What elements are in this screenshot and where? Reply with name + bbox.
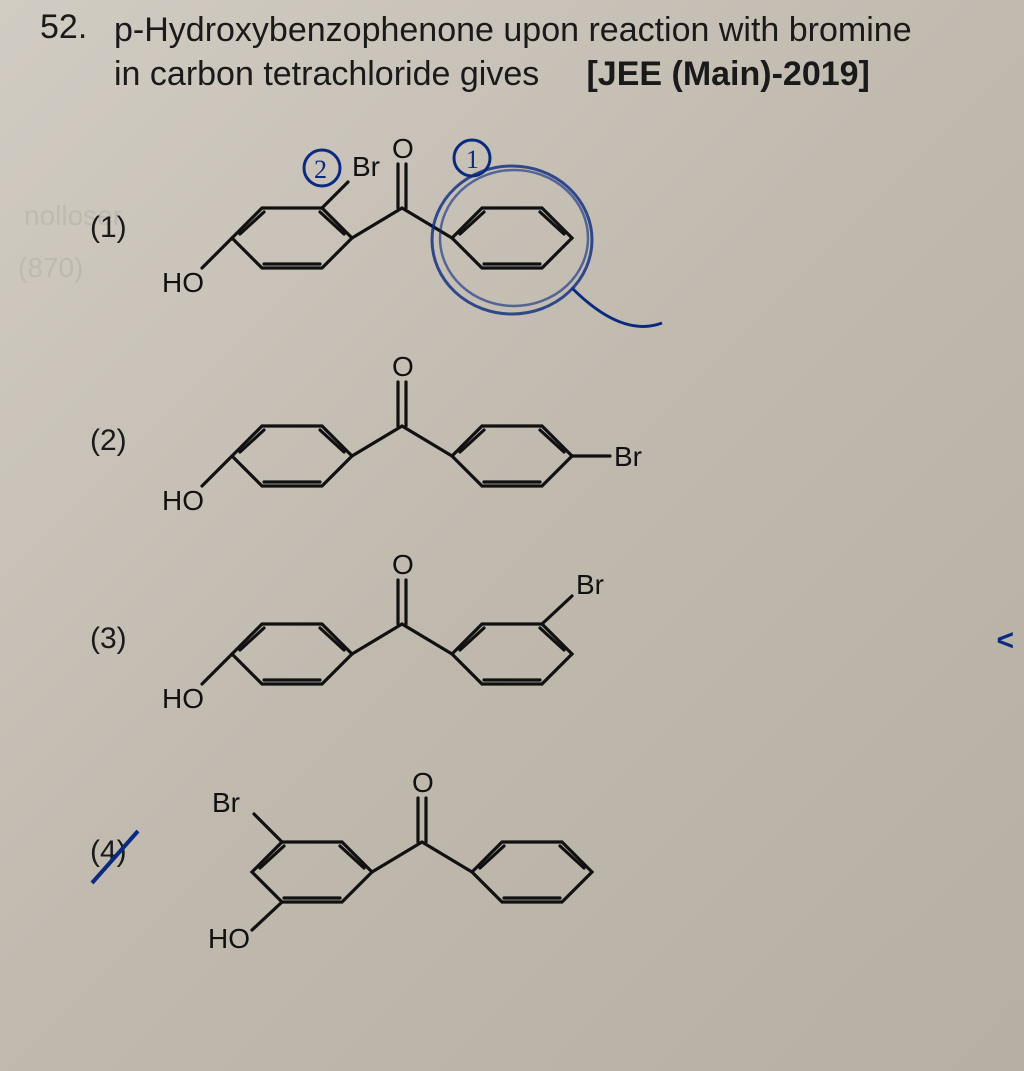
structure-1: HO Br O 2 1 [152, 118, 672, 338]
br-label: Br [614, 441, 642, 472]
o-label: O [392, 351, 414, 382]
br-label: Br [576, 569, 604, 600]
question-row: 52. p-Hydroxybenzophenone upon reaction … [40, 8, 984, 96]
ho-label: HO [162, 485, 204, 516]
ho-label: HO [162, 267, 204, 298]
option-3: (3) [90, 544, 984, 734]
o-label: O [412, 767, 434, 798]
structure-2: HO O Br [152, 346, 712, 536]
option-2: (2) [90, 346, 984, 536]
option-3-label: (3) [90, 622, 134, 656]
ho-label: HO [162, 683, 204, 714]
o-label: O [392, 549, 414, 580]
annot-1: 1 [466, 145, 479, 174]
ho-label: HO [208, 923, 250, 952]
question-number: 52. [40, 8, 96, 47]
option-4-label: (4) [90, 835, 134, 869]
page: nolloser (870) 52. p-Hydroxybenzophenone… [0, 0, 1024, 1071]
br-label: Br [212, 787, 240, 818]
option-2-label: (2) [90, 424, 134, 458]
option-1-label: (1) [90, 211, 134, 245]
question-line1: p-Hydroxybenzophenone upon reaction with… [114, 11, 912, 49]
structure-3: HO O Br [152, 544, 712, 734]
ghost-text: (870) [18, 252, 83, 284]
option-4: (4) [90, 752, 984, 952]
br-label: Br [352, 151, 380, 182]
structure-4: Br HO O [152, 752, 672, 952]
annot-less: < [996, 624, 1014, 658]
pen-slash [84, 825, 154, 895]
exam-tag: [JEE (Main)-2019] [586, 55, 869, 93]
option-1: (1) [90, 118, 984, 338]
question-line2a: in carbon tetrachloride gives [114, 55, 539, 93]
question-text: p-Hydroxybenzophenone upon reaction with… [114, 8, 912, 96]
annot-2: 2 [314, 155, 327, 184]
o-label: O [392, 133, 414, 164]
